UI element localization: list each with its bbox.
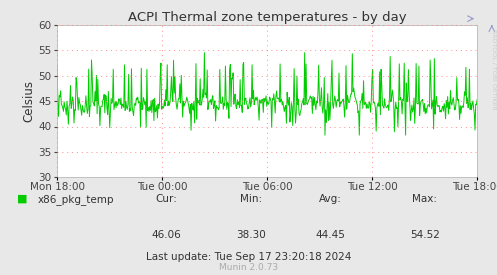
- Text: Max:: Max:: [413, 194, 437, 204]
- Text: Munin 2.0.73: Munin 2.0.73: [219, 263, 278, 272]
- Text: 44.45: 44.45: [316, 230, 345, 240]
- Text: 54.52: 54.52: [410, 230, 440, 240]
- Text: Avg:: Avg:: [319, 194, 342, 204]
- Text: 46.06: 46.06: [152, 230, 181, 240]
- Text: Min:: Min:: [240, 194, 262, 204]
- Title: ACPI Thermal zone temperatures - by day: ACPI Thermal zone temperatures - by day: [128, 10, 407, 24]
- Text: RRDTOOL / TOBI OETIKER: RRDTOOL / TOBI OETIKER: [491, 29, 496, 110]
- Text: Cur:: Cur:: [156, 194, 177, 204]
- Text: 38.30: 38.30: [236, 230, 266, 240]
- Text: Last update: Tue Sep 17 23:20:18 2024: Last update: Tue Sep 17 23:20:18 2024: [146, 252, 351, 262]
- Text: x86_pkg_temp: x86_pkg_temp: [37, 194, 114, 205]
- Text: ■: ■: [17, 194, 28, 204]
- Y-axis label: Celsius: Celsius: [22, 80, 36, 122]
